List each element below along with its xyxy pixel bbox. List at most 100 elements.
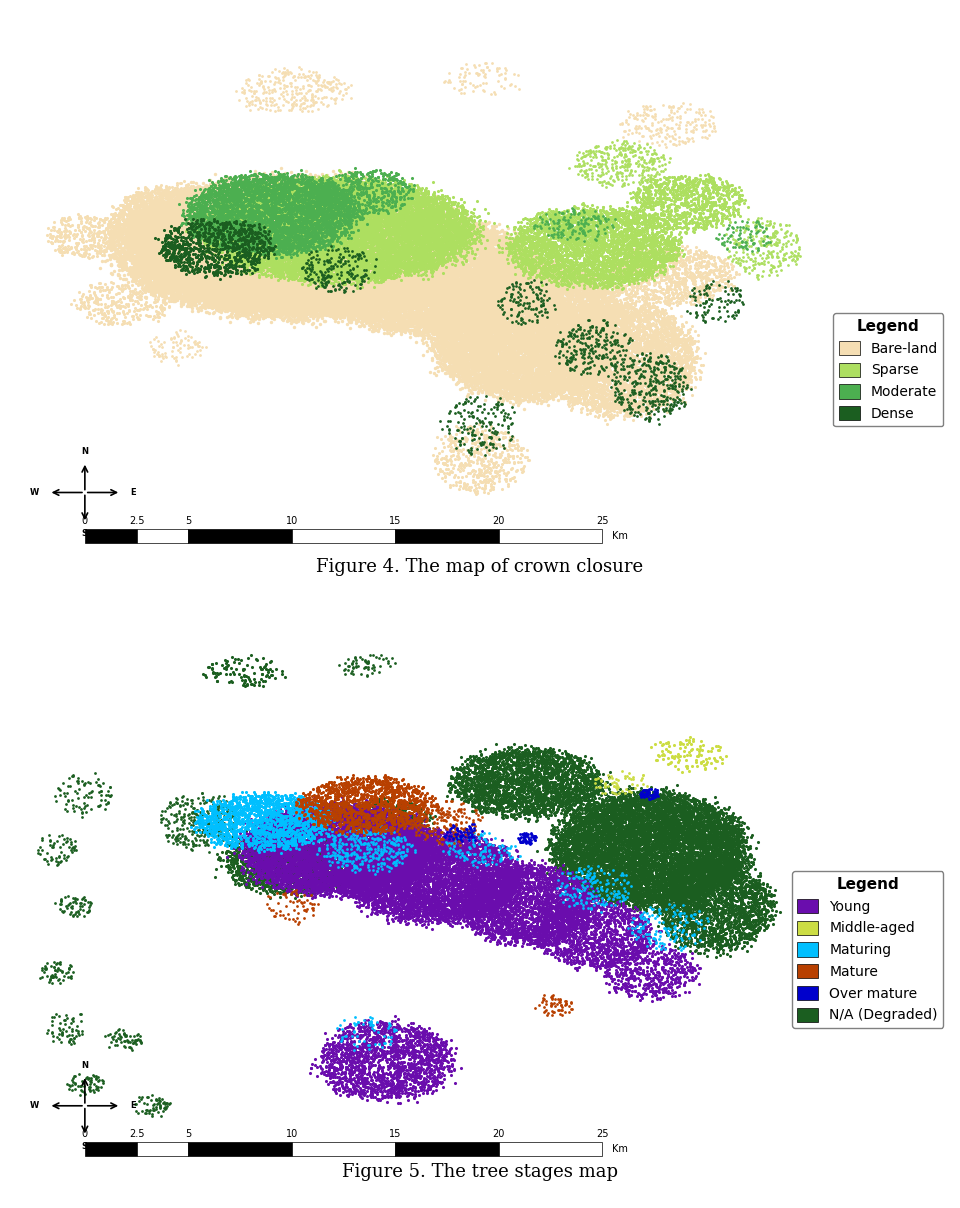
Point <box>263 251 278 271</box>
Point <box>431 1046 446 1065</box>
Point <box>697 842 712 861</box>
Point <box>630 794 645 813</box>
Point <box>132 244 147 263</box>
Point <box>172 205 187 225</box>
Point <box>401 826 417 846</box>
Point <box>324 280 340 300</box>
Point <box>373 221 389 240</box>
Point <box>178 245 193 265</box>
Point <box>682 847 697 866</box>
Point <box>535 872 550 892</box>
Point <box>280 843 296 863</box>
Point <box>370 878 385 898</box>
Point <box>320 827 335 847</box>
Point <box>313 188 328 208</box>
Point <box>419 906 434 925</box>
Point <box>329 245 345 265</box>
Point <box>595 292 611 312</box>
Point <box>623 864 638 883</box>
Point <box>628 895 643 914</box>
Point <box>241 181 256 201</box>
Point <box>380 193 396 213</box>
Point <box>156 250 171 269</box>
Point <box>243 209 258 228</box>
Point <box>526 237 541 256</box>
Point <box>160 201 176 220</box>
Point <box>210 194 226 214</box>
Point <box>468 359 483 378</box>
Point <box>314 210 329 230</box>
Point <box>630 837 645 856</box>
Point <box>291 256 306 275</box>
Point <box>196 196 211 215</box>
Point <box>679 831 694 850</box>
Point <box>317 173 332 192</box>
Point <box>664 825 680 844</box>
Point <box>300 216 316 236</box>
Point <box>214 196 229 215</box>
Point <box>200 187 215 207</box>
Point <box>571 372 587 391</box>
Point <box>343 870 358 889</box>
Point <box>430 1061 445 1080</box>
Point <box>309 277 324 296</box>
Point <box>425 252 441 272</box>
Point <box>195 818 210 837</box>
Point <box>492 337 507 356</box>
Point <box>235 196 251 215</box>
Point <box>252 194 268 214</box>
Point <box>550 361 565 381</box>
Point <box>410 199 425 219</box>
Point <box>391 820 406 840</box>
Point <box>294 223 309 243</box>
Point <box>272 182 287 202</box>
Point <box>155 209 170 228</box>
Point <box>383 179 398 198</box>
Point <box>149 1091 164 1110</box>
Point <box>272 220 287 239</box>
Point <box>660 872 676 892</box>
Point <box>237 246 252 266</box>
Point <box>744 885 759 905</box>
Point <box>329 796 345 815</box>
Point <box>636 385 651 405</box>
Point <box>386 1038 401 1057</box>
Point <box>485 361 500 381</box>
Point <box>167 223 182 243</box>
Point <box>276 289 292 308</box>
Point <box>414 1046 429 1065</box>
Point <box>236 842 252 861</box>
Point <box>335 227 350 246</box>
Point <box>228 274 244 294</box>
Point <box>635 786 650 806</box>
Point <box>406 263 421 283</box>
Point <box>343 222 358 242</box>
Point <box>574 336 589 355</box>
Point <box>257 230 273 249</box>
Point <box>425 234 441 254</box>
Point <box>631 401 646 420</box>
Point <box>310 864 325 883</box>
Point <box>537 302 552 321</box>
Point <box>408 829 423 848</box>
Point <box>398 249 414 268</box>
Point <box>327 181 343 201</box>
Point <box>737 261 753 280</box>
Point <box>450 238 466 257</box>
Point <box>502 273 517 292</box>
Point <box>424 255 440 274</box>
Point <box>464 870 479 889</box>
Point <box>499 370 515 389</box>
Point <box>489 887 504 906</box>
Point <box>175 239 190 259</box>
Point <box>228 273 244 292</box>
Point <box>399 214 415 233</box>
Point <box>520 863 536 882</box>
Point <box>556 773 571 792</box>
Point <box>499 390 515 410</box>
Point <box>565 917 581 936</box>
Point <box>148 214 163 233</box>
Point <box>678 860 693 879</box>
Point <box>280 881 296 900</box>
Point <box>244 820 259 840</box>
